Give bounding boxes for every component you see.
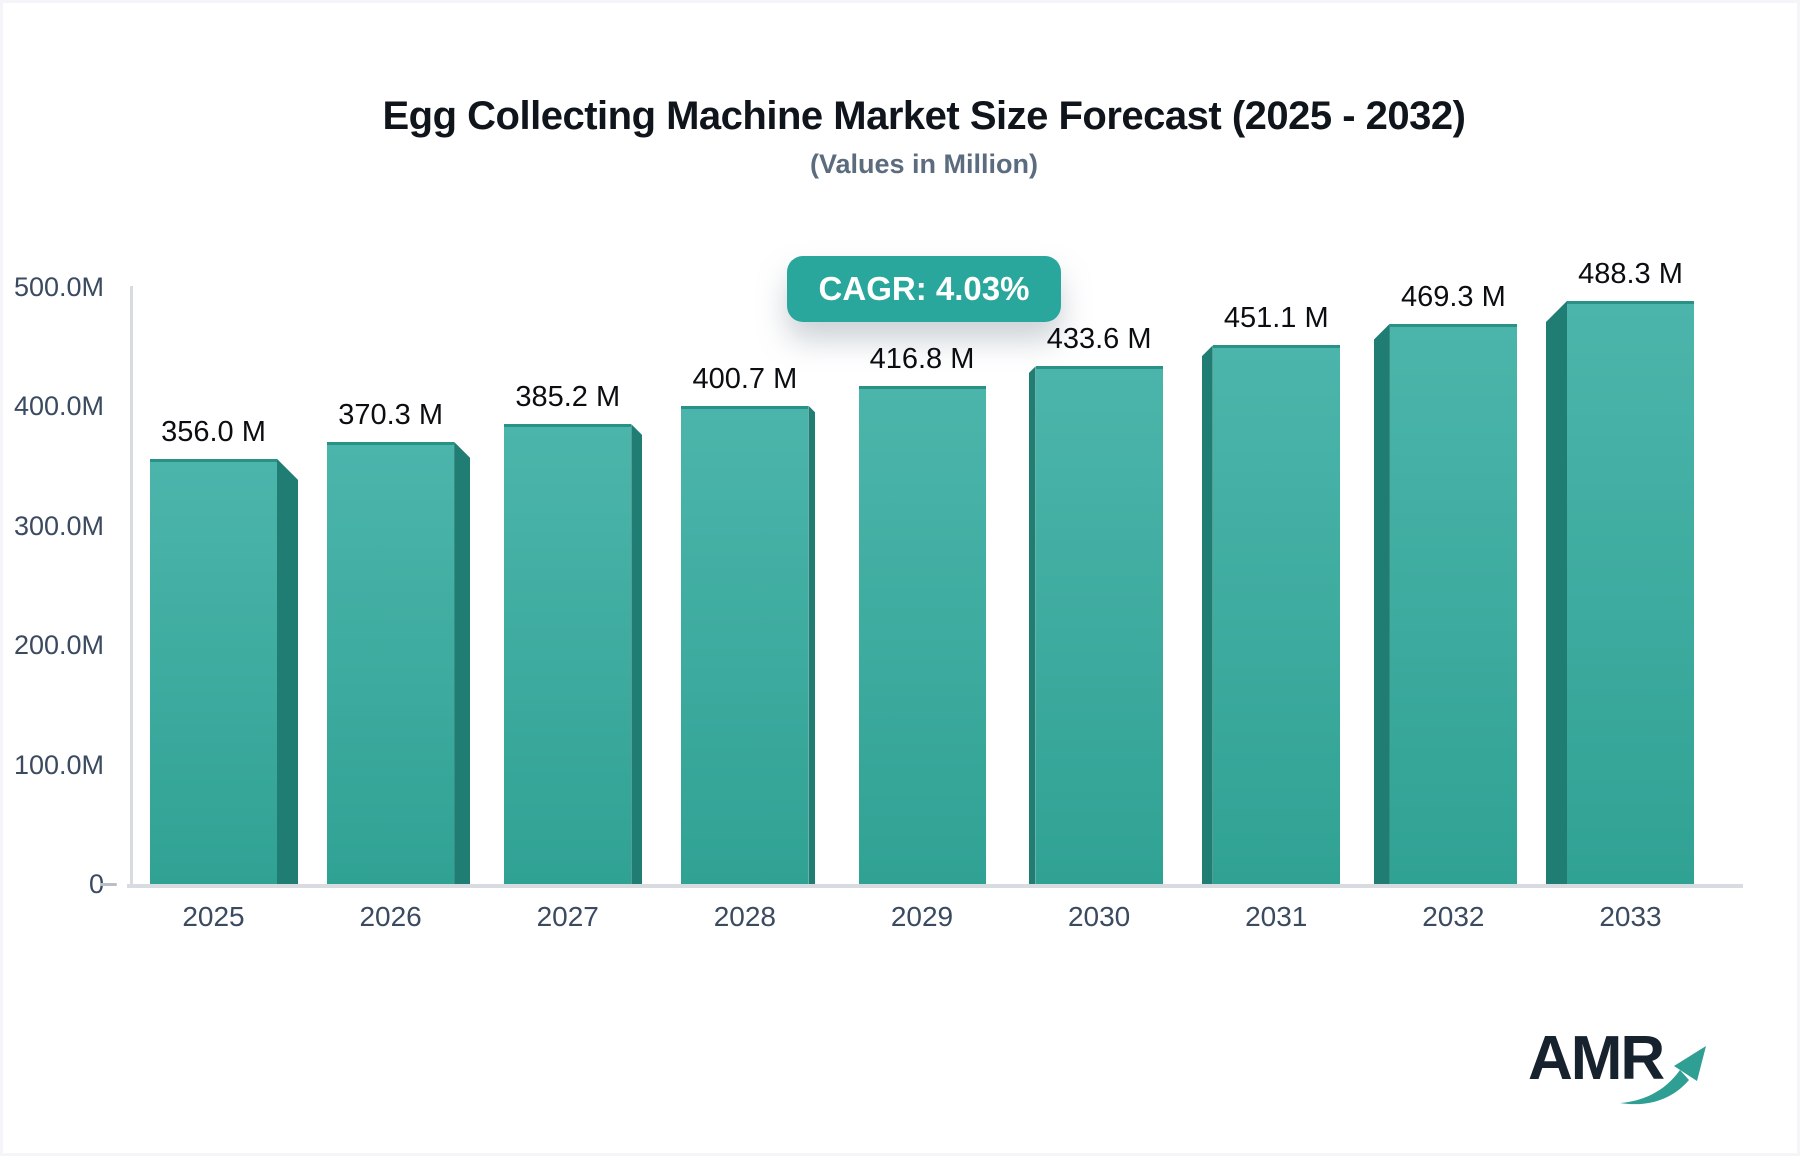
bar-value-label: 488.3 M — [1578, 257, 1683, 290]
x-tick-label: 2032 — [1422, 901, 1485, 932]
chart-subtitle: (Values in Million) — [809, 149, 1039, 179]
x-tick-label: 2026 — [359, 901, 422, 932]
x-axis-line — [127, 884, 1743, 888]
bar-value-label: 385.2 M — [515, 381, 621, 414]
bar-side-2025 — [277, 458, 298, 884]
bar-value-label: 433.6 M — [1046, 323, 1152, 356]
bar-side-2028 — [808, 405, 816, 884]
y-tick-label: 100.0M — [13, 749, 104, 780]
bar-2026 — [327, 441, 455, 884]
x-tick-label: 2033 — [1599, 901, 1662, 932]
bar-side-2026 — [454, 441, 471, 884]
amr-logo-text: AMR — [1528, 1024, 1665, 1093]
y-tick-label: 200.0M — [13, 630, 104, 661]
bar-2032 — [1389, 323, 1517, 884]
bar-2027 — [504, 424, 632, 884]
bar-2029 — [858, 386, 986, 884]
x-tick-label: 2027 — [536, 901, 599, 932]
bar-value-label: 370.3 M — [338, 398, 444, 431]
x-tick-label: 2030 — [1067, 901, 1131, 932]
y-tick-label: 500.0M — [13, 272, 104, 302]
amr-logo-arrow-icon — [1620, 1046, 1706, 1105]
bar-2025 — [150, 458, 277, 884]
y-tick-label: 300.0M — [13, 510, 104, 541]
bar-value-label: 416.8 M — [869, 343, 975, 376]
bar-side-2027 — [631, 424, 643, 884]
y-tick-label: 0 — [88, 869, 104, 899]
y-axis-line — [130, 286, 133, 886]
bar-value-label: 469.3 M — [1400, 280, 1506, 313]
y-tick-label: 400.0M — [13, 391, 104, 422]
bar-value-label: 356.0 M — [161, 415, 266, 448]
bar-value-label: 400.7 M — [692, 362, 798, 395]
x-tick-label: 2028 — [713, 901, 777, 932]
bar-2030 — [1035, 366, 1163, 884]
bar-side-2030 — [1028, 366, 1036, 884]
bar-side-2031 — [1201, 345, 1213, 884]
bar-side-2033 — [1546, 300, 1567, 884]
x-tick-label: 2031 — [1245, 901, 1308, 932]
x-tick-label: 2029 — [890, 901, 954, 932]
bar-2033 — [1567, 300, 1694, 884]
bar-2031 — [1212, 345, 1340, 884]
zero-tick-dash — [100, 883, 117, 886]
bar-2028 — [681, 405, 809, 884]
x-tick-label: 2025 — [182, 901, 245, 932]
bar-value-label: 451.1 M — [1223, 302, 1329, 335]
amr-logo: AMR — [1522, 1022, 1722, 1122]
cagr-badge: CAGR: 4.03% — [787, 256, 1061, 322]
bar-side-2032 — [1373, 323, 1390, 884]
cagr-badge-label: CAGR: 4.03% — [818, 270, 1030, 307]
chart-title: Egg Collecting Machine Market Size Forec… — [382, 94, 1466, 138]
